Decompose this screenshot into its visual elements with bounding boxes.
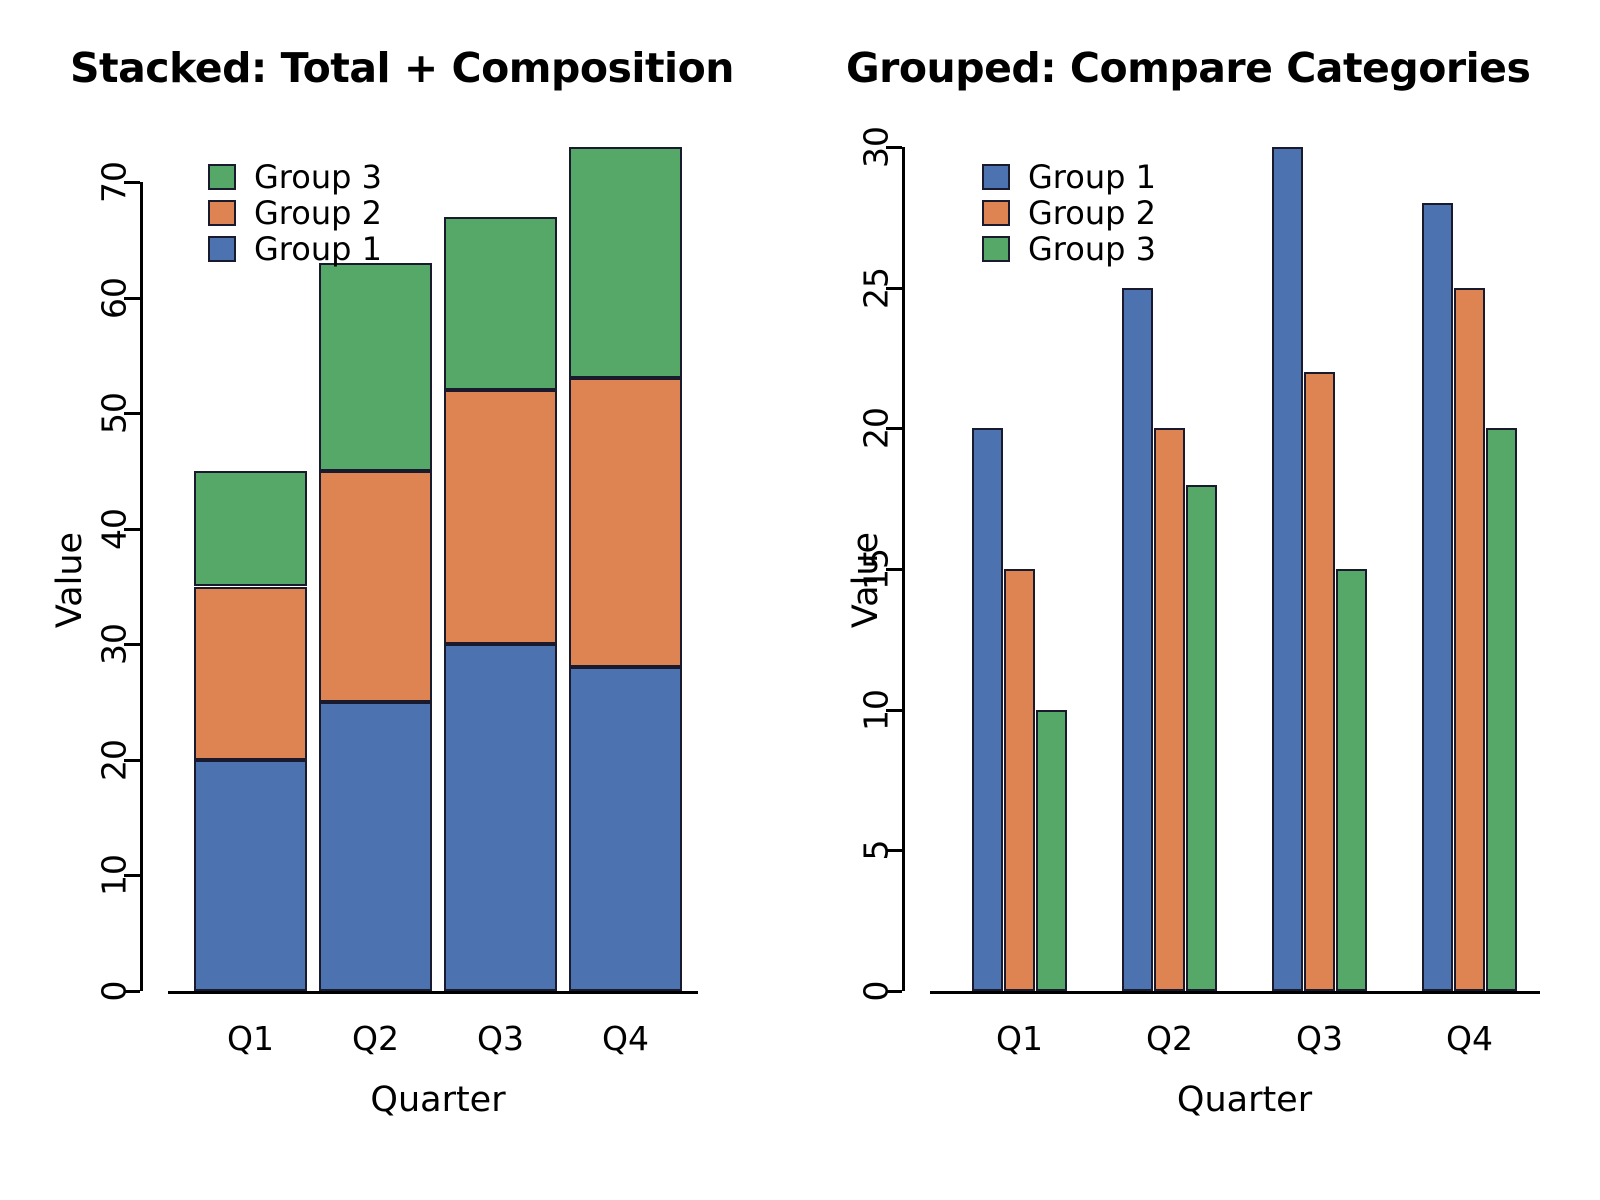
bar xyxy=(1486,428,1517,991)
y-tick-label: 0 xyxy=(856,980,896,1002)
legend-swatch-icon xyxy=(208,164,236,190)
y-tick-label: 60 xyxy=(94,276,134,319)
y-tick-label: 20 xyxy=(94,738,134,781)
bar xyxy=(1154,428,1185,991)
panel-title-grouped: Grouped: Compare Categories xyxy=(846,44,1531,92)
bar xyxy=(1272,147,1303,991)
y-tick-label: 30 xyxy=(856,126,896,168)
y-tick-label: 50 xyxy=(94,392,134,435)
legend-grouped: Group 1 Group 2 Group 3 xyxy=(982,158,1156,268)
bar xyxy=(972,428,1003,991)
bar-segment xyxy=(444,216,557,390)
y-tick-label: 20 xyxy=(856,407,896,450)
bar-segment xyxy=(319,262,432,471)
bar xyxy=(1004,569,1035,991)
x-tick-label: Q3 xyxy=(477,1019,524,1058)
legend-swatch-icon xyxy=(208,200,236,226)
legend-item[interactable]: Group 3 xyxy=(208,158,382,196)
x-tick-label: Q4 xyxy=(602,1019,649,1058)
x-axis-title-grouped: Quarter xyxy=(1176,1080,1313,1120)
legend-label: Group 3 xyxy=(254,158,382,196)
y-tick-mark xyxy=(886,990,902,993)
x-tick-label: Q4 xyxy=(1446,1019,1493,1058)
bar-segment xyxy=(444,390,557,645)
bar-segment xyxy=(194,470,307,587)
y-tick-label: 30 xyxy=(94,623,134,666)
y-tick-label: 70 xyxy=(94,161,134,203)
bar-segment xyxy=(569,378,682,668)
bar xyxy=(1454,287,1485,991)
y-tick-mark xyxy=(886,849,902,853)
legend-swatch-icon xyxy=(982,200,1010,226)
legend-label: Group 3 xyxy=(1028,230,1156,268)
bar xyxy=(1422,203,1453,991)
y-tick-mark xyxy=(124,296,140,300)
y-tick-mark xyxy=(124,412,140,416)
x-tick-label: Q1 xyxy=(996,1019,1043,1058)
bar-segment xyxy=(194,586,307,760)
y-tick-mark xyxy=(886,146,902,149)
y-tick-label: 25 xyxy=(856,266,896,309)
bar-segment xyxy=(319,702,432,991)
y-tick-mark xyxy=(124,758,140,762)
bar xyxy=(1336,569,1367,991)
y-tick-label: 10 xyxy=(94,854,134,897)
legend-item[interactable]: Group 2 xyxy=(982,194,1156,232)
plot-area-grouped: 0 5 10 15 20 25 30 Q1 Q2 Q3 Q4 Group 1 Group 2 Grou… xyxy=(857,126,1540,1058)
panel-grouped: Grouped: Compare Categories 0 5 10 15 20 25 30… xyxy=(800,0,1600,1200)
x-tick-label: Q2 xyxy=(1146,1019,1193,1058)
legend-label: Group 2 xyxy=(254,194,382,232)
bar xyxy=(1304,372,1335,991)
y-tick-mark xyxy=(886,568,902,571)
y-tick-label: 5 xyxy=(856,839,896,861)
legend-item[interactable]: Group 1 xyxy=(208,230,382,268)
bar xyxy=(1122,287,1153,991)
x-tick-label: Q2 xyxy=(352,1019,399,1058)
y-tick-label: 10 xyxy=(856,688,896,731)
y-tick-mark xyxy=(124,181,140,184)
y-tick-mark xyxy=(124,527,140,531)
legend-item[interactable]: Group 3 xyxy=(982,230,1156,268)
legend-swatch-icon xyxy=(982,236,1010,262)
bar xyxy=(1186,484,1217,991)
x-axis-line-stacked xyxy=(168,991,698,994)
bar-segment xyxy=(194,759,307,991)
legend-item[interactable]: Group 2 xyxy=(208,194,382,232)
panel-stacked: Stacked: Total + Composition 0 10 20 30 40 50… xyxy=(50,44,734,1120)
legend-item[interactable]: Group 1 xyxy=(982,158,1156,196)
x-tick-label: Q3 xyxy=(1296,1019,1343,1058)
legend-swatch-icon xyxy=(982,164,1010,190)
y-tick-mark xyxy=(124,990,140,993)
y-axis-title-grouped: Value xyxy=(846,531,887,629)
x-tick-label: Q1 xyxy=(227,1019,274,1058)
bar-segment xyxy=(569,147,682,379)
legend-swatch-icon xyxy=(208,236,236,262)
legend-label: Group 2 xyxy=(1028,194,1156,232)
y-tick-label: 0 xyxy=(94,980,134,1002)
y-tick-mark xyxy=(124,643,140,647)
y-axis-line-stacked xyxy=(140,182,143,991)
y-axis-title-stacked: Value xyxy=(50,531,91,629)
y-axis-line-grouped xyxy=(902,147,905,991)
x-axis-title-stacked: Quarter xyxy=(370,1080,506,1120)
panel-title-stacked: Stacked: Total + Composition xyxy=(70,44,734,92)
y-tick-mark xyxy=(886,427,902,431)
legend-stacked: Group 3 Group 2 Group 1 xyxy=(208,158,382,268)
bar xyxy=(1036,709,1067,991)
y-tick-label: 40 xyxy=(94,507,134,550)
bar-segment xyxy=(319,470,432,703)
bar-segment xyxy=(569,667,682,991)
y-tick-mark xyxy=(124,874,140,878)
bar-segment xyxy=(444,644,557,991)
x-axis-line-grouped xyxy=(930,991,1540,994)
legend-label: Group 1 xyxy=(254,230,382,268)
y-tick-mark xyxy=(886,286,902,290)
legend-label: Group 1 xyxy=(1028,158,1156,196)
y-tick-mark xyxy=(886,708,902,712)
